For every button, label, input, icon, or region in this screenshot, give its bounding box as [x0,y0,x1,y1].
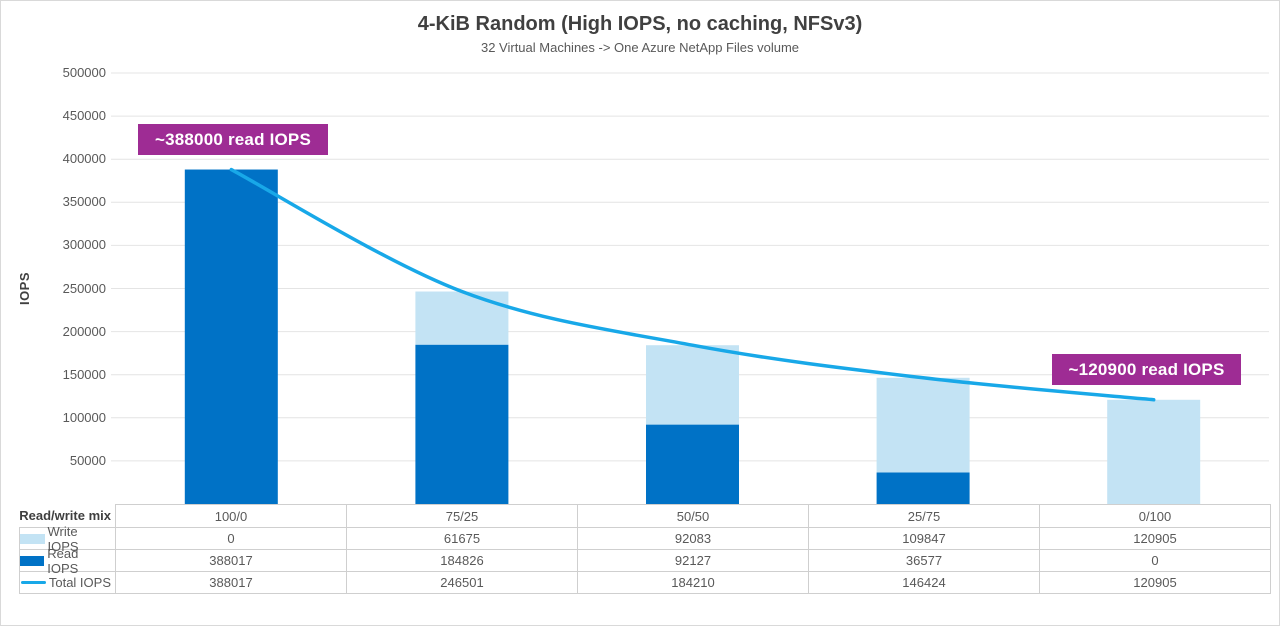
table-value-cell: 109847 [809,528,1040,550]
table-value-cell: 388017 [116,550,347,572]
table-value-cell: 120905 [1040,528,1271,550]
legend-swatch-write-iops [20,533,45,544]
bar-segment-read-iops [415,344,509,504]
y-axis-title: IOPS [15,73,35,504]
table-value-cell: 92127 [578,550,809,572]
table-value-cell: 92083 [578,528,809,550]
table-header-label: Read/write mix [19,504,116,528]
table-value-cell: 388017 [116,572,347,594]
table-value-cell: 246501 [347,572,578,594]
legend-label: Read IOPS [47,545,79,576]
table-value-cell: 36577 [809,550,1040,572]
table-category-cell: 75/25 [347,504,578,528]
bar-segment-write-iops [1107,399,1201,504]
table-value-cell: 146424 [809,572,1040,594]
chart-subtitle: 32 Virtual Machines -> One Azure NetApp … [480,40,800,55]
y-tick-label: 500000 [62,65,106,80]
line-total-iops [229,167,1156,402]
bar-segment-write-iops [415,291,509,345]
bar-segment-write-iops [876,377,970,473]
y-tick-label: 300000 [62,237,106,253]
read-iops-annotation-right: ~120900 read IOPS [1052,354,1241,385]
table-series-label: Write IOPS [19,524,116,554]
bar-segment-read-iops [876,472,970,504]
legend-label: Total IOPS [48,575,111,590]
table-value-cell: 184210 [578,572,809,594]
legend-swatch-total-iops [20,581,46,584]
y-tick-label: 450000 [62,108,106,124]
table-value-cell: 0 [116,528,347,550]
legend-swatch-read-iops [20,555,45,566]
table-category-cell: 25/75 [809,504,1040,528]
bar-segment-read-iops [646,424,739,504]
y-axis-title-text: IOPS [17,271,33,306]
table-series-label: Read IOPS [19,546,116,576]
legend-label: Write IOPS [47,523,79,554]
chart-title: 4-KiB Random (High IOPS, no caching, NFS… [417,13,863,35]
table-category-cell: 50/50 [578,504,809,528]
table-series-label: Total IOPS [19,572,116,594]
read-iops-annotation-left: ~388000 read IOPS [138,124,328,155]
table-row: Read IOPS 388017 184826 92127 36577 0 [19,546,1271,576]
data-table: Read/write mix 100/0 75/25 50/50 25/75 0/100 W… [19,504,1271,594]
table-row: Total IOPS 388017 246501 184210 146424 120905 [19,572,1271,594]
table-value-cell: 0 [1040,550,1271,572]
y-tick-label: 50000 [69,452,106,468]
y-tick-label: 150000 [62,366,106,382]
y-tick-label: 400000 [62,151,106,167]
table-value-cell: 61675 [347,528,578,550]
y-tick-label: 250000 [62,280,106,296]
table-row: Write IOPS 0 61675 92083 109847 120905 [19,524,1271,554]
table-category-cell: 0/100 [1040,504,1271,528]
bar-segment-read-iops [184,169,278,504]
y-tick-label: 350000 [62,194,106,210]
bar-segment-write-iops [646,345,739,425]
y-tick-label: 200000 [62,323,106,339]
table-value-cell: 184826 [347,550,578,572]
table-category-cell: 100/0 [116,504,347,528]
table-row: Read/write mix 100/0 75/25 50/50 25/75 0/100 [19,504,1271,528]
y-tick-label: 100000 [62,409,106,425]
table-value-cell: 120905 [1040,572,1271,594]
